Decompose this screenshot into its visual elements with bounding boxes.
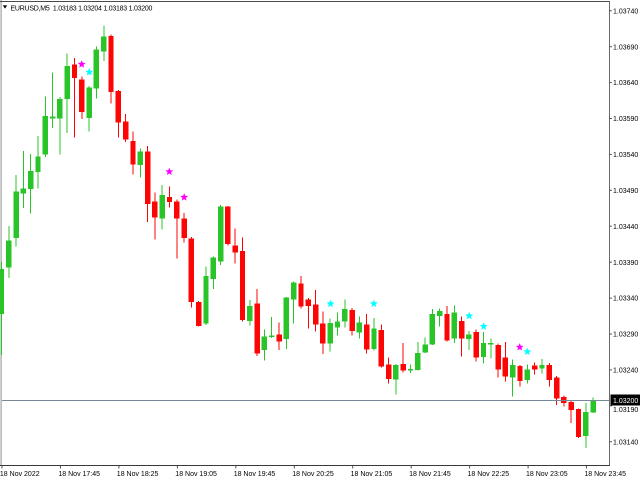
svg-text:18 Nov 23:05: 18 Nov 23:05 (526, 471, 568, 478)
svg-text:18 Nov 21:05: 18 Nov 21:05 (351, 471, 393, 478)
svg-text:18 Nov 19:45: 18 Nov 19:45 (234, 471, 276, 478)
svg-text:1.03690: 1.03690 (613, 44, 638, 51)
svg-text:1.03390: 1.03390 (613, 260, 638, 267)
svg-text:18 Nov 2022: 18 Nov 2022 (0, 471, 40, 478)
svg-text:18 Nov 18:25: 18 Nov 18:25 (117, 471, 159, 478)
svg-text:1.03190: 1.03190 (613, 407, 638, 414)
svg-text:1.03740: 1.03740 (613, 8, 638, 15)
svg-text:1.03340: 1.03340 (613, 296, 638, 303)
svg-text:1.03640: 1.03640 (613, 80, 638, 87)
svg-text:1.03590: 1.03590 (613, 116, 638, 123)
svg-text:18 Nov 19:05: 18 Nov 19:05 (175, 471, 217, 478)
svg-text:1.03440: 1.03440 (613, 224, 638, 231)
svg-text:EURUSD,M5 1.03183 1.03204 1.0: EURUSD,M5 1.03183 1.03204 1.03183 1.0320… (11, 6, 153, 13)
svg-text:1.03140: 1.03140 (613, 439, 638, 446)
svg-text:1.03200: 1.03200 (613, 398, 638, 405)
svg-text:1.03240: 1.03240 (613, 368, 638, 375)
svg-text:18 Nov 21:45: 18 Nov 21:45 (409, 471, 451, 478)
svg-text:18 Nov 23:45: 18 Nov 23:45 (584, 471, 626, 478)
svg-text:1.03540: 1.03540 (613, 152, 638, 159)
svg-text:18 Nov 22:25: 18 Nov 22:25 (468, 471, 510, 478)
svg-text:18 Nov 17:45: 18 Nov 17:45 (58, 471, 100, 478)
svg-text:18 Nov 20:25: 18 Nov 20:25 (292, 471, 334, 478)
svg-text:1.03290: 1.03290 (613, 332, 638, 339)
svg-text:1.03490: 1.03490 (613, 188, 638, 195)
